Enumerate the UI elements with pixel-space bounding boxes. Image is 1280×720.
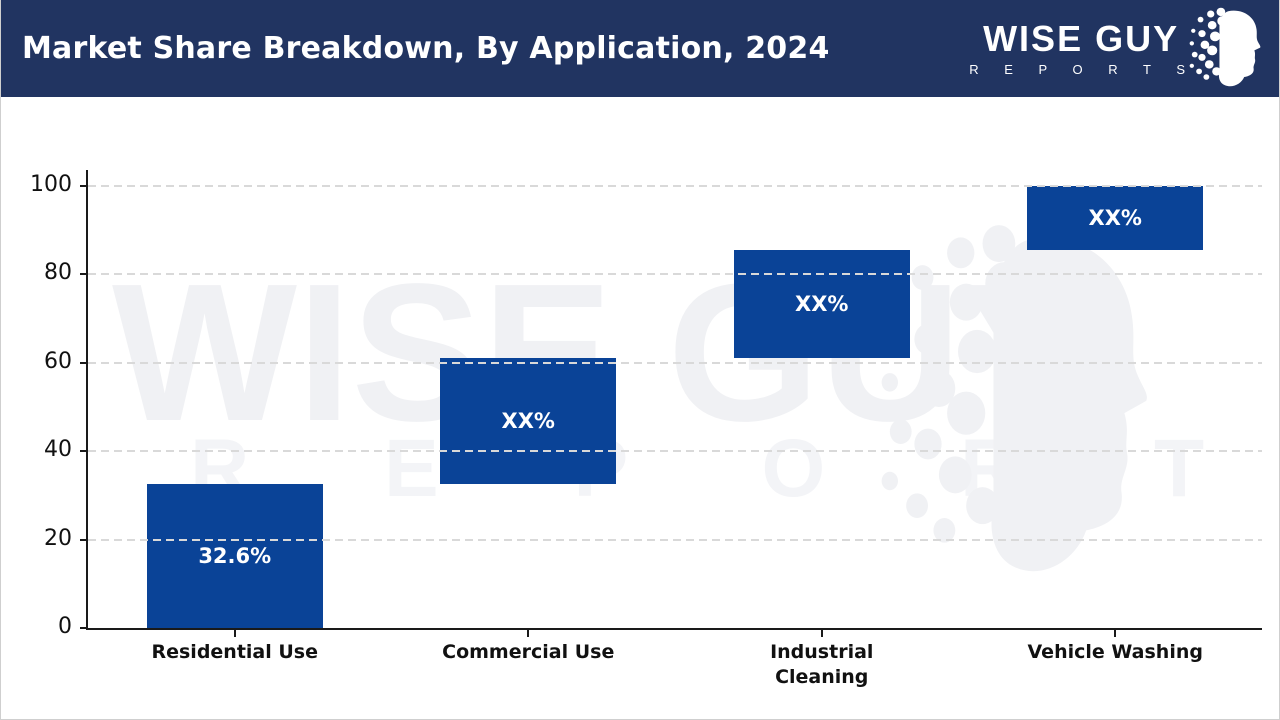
bar-value-label-vehicle-washing: XX% — [1088, 206, 1142, 231]
y-tick-mark-40 — [80, 450, 87, 453]
gridline-100 — [88, 185, 1262, 187]
x-category-label-3: Industrial Cleaning — [770, 641, 874, 688]
bar-vehicle-washing: XX% — [1027, 186, 1204, 251]
y-tick-label-100: 100 — [30, 172, 72, 197]
gridline-40 — [88, 450, 1262, 453]
bar-industrial-cleaning: XX% — [733, 250, 910, 359]
x-tick-mark-4 — [1114, 630, 1117, 637]
gridline-60 — [88, 361, 1262, 364]
wiseguy-logo: WISE GUY R E P O R T S — [966, 7, 1274, 91]
y-tick-mark-60 — [80, 361, 87, 364]
y-tick-mark-80 — [80, 273, 87, 276]
y-tick-label-0: 0 — [58, 614, 72, 639]
x-category-label-2: Commercial Use — [442, 641, 615, 663]
x-axis-line — [86, 628, 1262, 630]
x-category-label-4: Vehicle Washing — [1027, 641, 1203, 663]
y-axis-line — [86, 170, 88, 630]
y-tick-label-60: 60 — [44, 348, 72, 374]
bar-residential-use: 32.6% — [146, 483, 323, 628]
page-title: Market Share Breakdown, By Application, … — [22, 31, 830, 66]
x-category-label-1: Residential Use — [151, 641, 319, 663]
x-tick-mark-2 — [527, 630, 530, 637]
x-tick-mark-1 — [233, 630, 236, 637]
logo-wordmark: WISE GUY — [983, 17, 1180, 59]
y-tick-mark-20 — [80, 538, 87, 541]
gridline-20 — [88, 538, 1262, 541]
bar-value-label-commercial-use: XX% — [501, 409, 555, 434]
header-bar: Market Share Breakdown, By Application, … — [0, 0, 1280, 97]
y-tick-label-40: 40 — [44, 437, 72, 463]
logo-text: WISE GUY R E P O R T S — [966, 17, 1196, 77]
y-tick-label-80: 80 — [44, 260, 72, 286]
y-tick-mark-100 — [80, 185, 87, 187]
y-tick-mark-0 — [80, 627, 87, 629]
gridline-80 — [88, 273, 1262, 276]
y-tick-label-20: 20 — [44, 525, 72, 551]
x-tick-mark-3 — [820, 630, 823, 637]
logo-head-dots-icon — [1189, 7, 1261, 86]
bar-value-label-industrial-cleaning: XX% — [795, 292, 849, 317]
watermark-head-dots-icon — [881, 225, 1147, 572]
bar-value-label-residential-use: 32.6% — [198, 543, 272, 568]
bar-commercial-use: XX% — [440, 358, 617, 484]
logo-subtitle: R E P O R T S — [969, 61, 1196, 77]
